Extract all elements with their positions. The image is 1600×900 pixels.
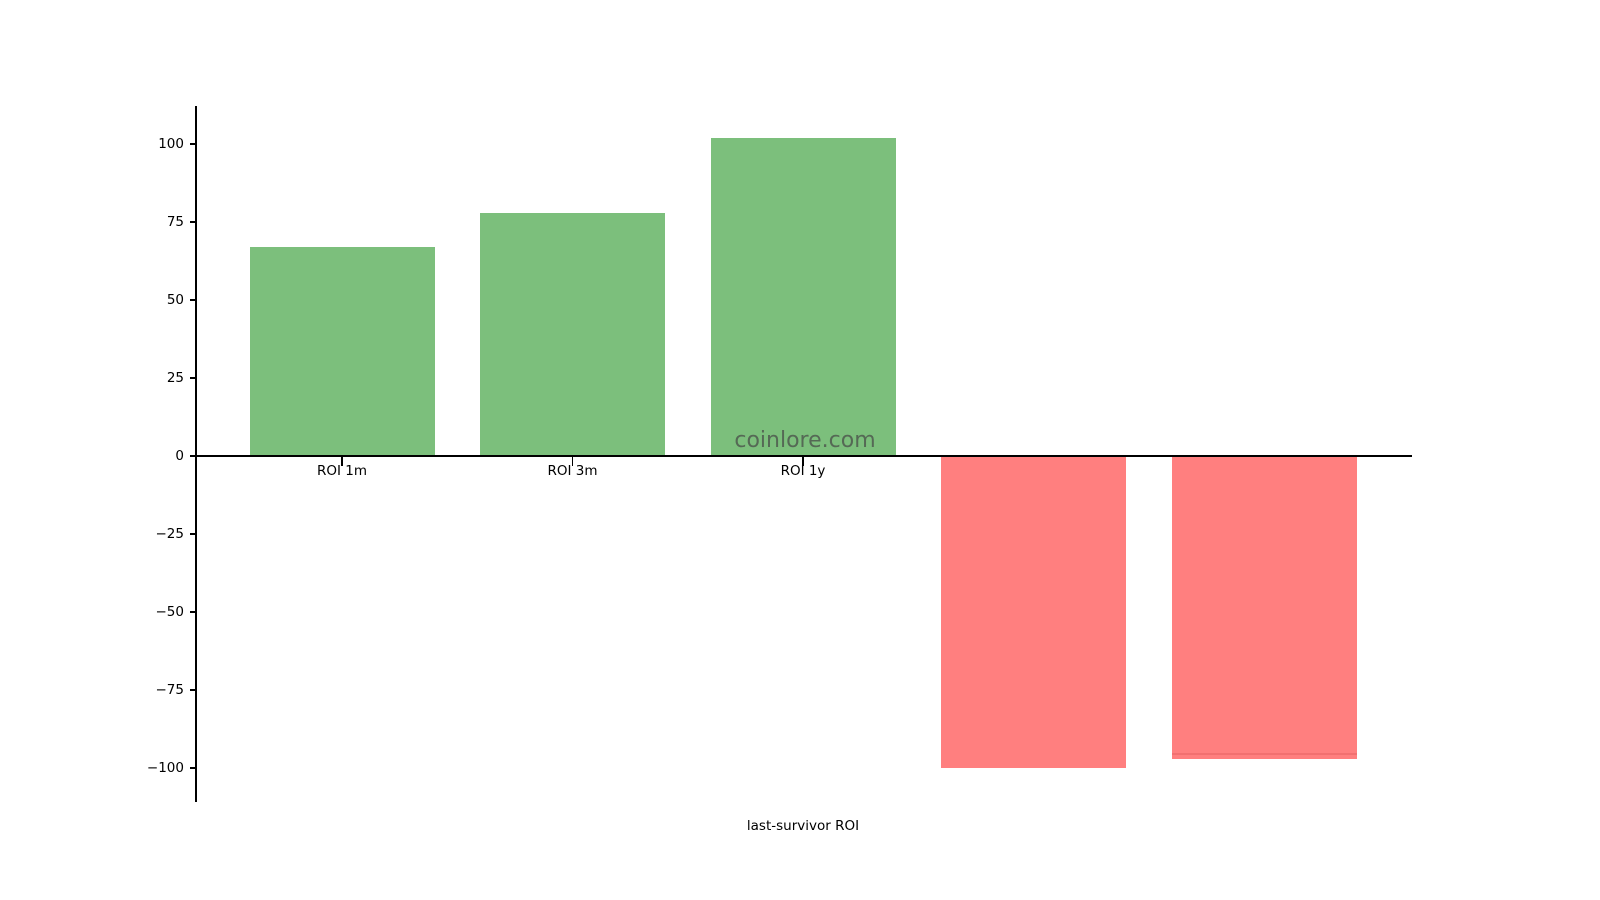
y-tick-label-0: 0: [175, 448, 184, 464]
x-tick-mark-roi-1m: [341, 456, 343, 466]
y-tick-mark--100: [190, 767, 196, 769]
y-tick-mark--75: [190, 689, 196, 691]
x-tick-mark-roi-3m: [571, 456, 574, 466]
y-tick-mark-0: [190, 455, 196, 457]
y-tick-label-75: 75: [166, 214, 184, 230]
x-axis-title: last-survivor ROI: [746, 818, 860, 834]
x-axis-zero-line: [196, 455, 1412, 457]
bar-roi-3m: [480, 212, 665, 456]
y-tick-mark-25: [190, 377, 196, 379]
y-tick-mark-50: [190, 299, 196, 301]
bar-negative-4: [941, 456, 1126, 768]
y-tick-label-25: 25: [166, 370, 184, 386]
y-tick-label-50: 50: [166, 292, 184, 308]
y-tick-mark-75: [190, 221, 196, 223]
y-tick-label--100: −100: [146, 760, 184, 776]
bar-roi-1y: [710, 137, 896, 456]
y-axis-spine: [195, 106, 197, 802]
watermark: coinlore.com: [734, 428, 876, 453]
bar-roi-1m: [249, 246, 435, 456]
y-tick-mark-100: [190, 143, 196, 145]
y-tick-label-100: 100: [158, 136, 184, 152]
bar-overlap-edge-line: [1171, 753, 1357, 756]
y-tick-mark--25: [190, 533, 196, 535]
x-tick-label-roi-1y: ROI 1y: [780, 463, 826, 479]
x-tick-label-roi-3m: ROI 3m: [547, 463, 598, 479]
y-tick-label--75: −75: [155, 682, 185, 698]
x-tick-label-roi-1m: ROI 1m: [316, 463, 368, 479]
bar-negative-5: [1171, 456, 1357, 759]
y-tick-label--25: −25: [155, 526, 185, 542]
y-tick-label--50: −50: [155, 604, 185, 620]
y-tick-mark--50: [190, 611, 196, 613]
x-tick-mark-roi-1y: [802, 456, 804, 466]
